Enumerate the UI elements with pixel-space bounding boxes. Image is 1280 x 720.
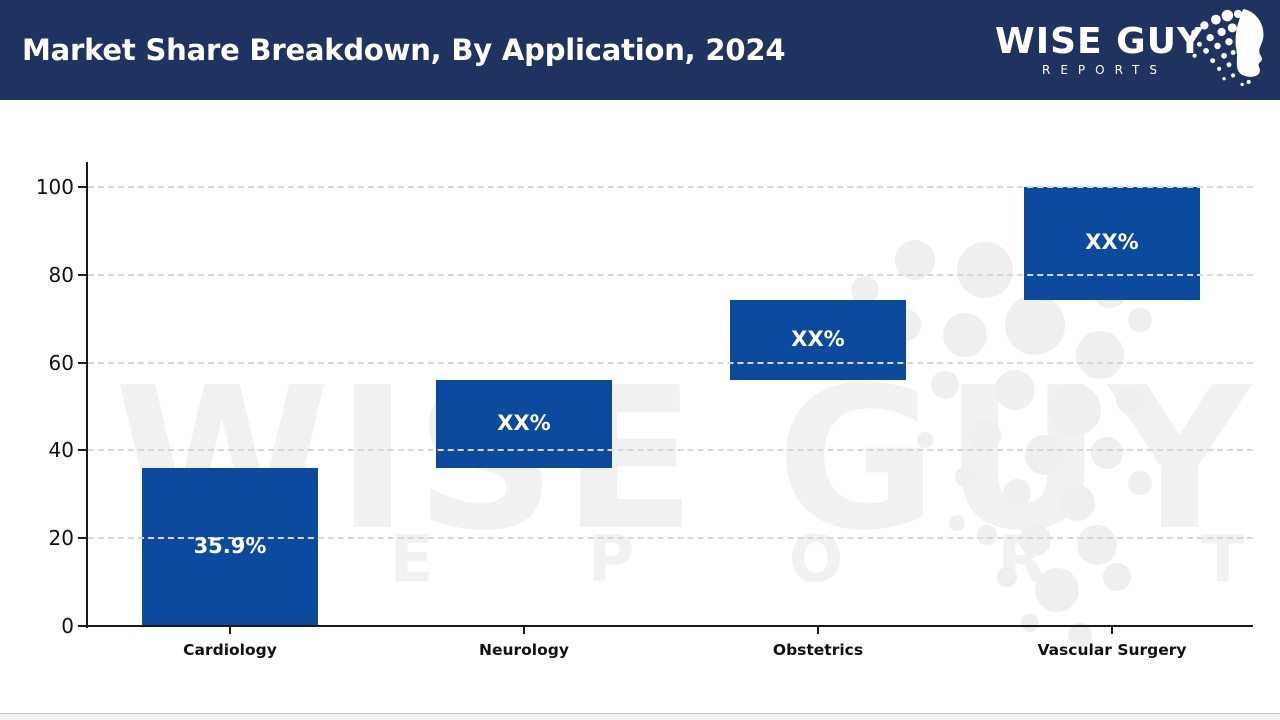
logo-wordmark: WISE GUY — [994, 20, 1204, 62]
x-tick-1 — [229, 627, 231, 634]
bottom-border — [0, 713, 1280, 720]
waterfall-bar-cardiology — [142, 468, 318, 626]
bar-value-label: XX% — [791, 326, 845, 351]
y-tick-label: 100 — [35, 175, 74, 199]
logo-text: WISE GUY REPORTS — [994, 20, 1204, 77]
x-category-label: Vascular Surgery — [1037, 641, 1187, 659]
y-tick-20 — [78, 537, 86, 540]
y-tick-100 — [78, 186, 86, 188]
y-tick-40 — [78, 449, 86, 452]
y-tick-label: 60 — [48, 350, 74, 375]
x-axis-line — [86, 625, 1253, 627]
dotted-head-profile-icon — [1191, 9, 1264, 87]
y-tick-0 — [78, 625, 86, 627]
x-tick-4 — [1111, 627, 1113, 634]
x-category-label: Neurology — [479, 641, 569, 659]
logo-subtitle: REPORTS — [1041, 62, 1167, 77]
wiseguy-logo: WISE GUY REPORTS — [995, 6, 1270, 94]
gridline-20 — [88, 537, 1253, 540]
y-tick-60 — [78, 361, 86, 364]
x-tick-3 — [817, 627, 819, 634]
x-category-label: Cardiology — [183, 641, 277, 659]
y-tick-label: 40 — [48, 438, 74, 463]
bar-value-label: 35.9% — [193, 534, 267, 559]
y-axis-line — [86, 162, 88, 628]
x-category-label: Obstetrics — [772, 641, 864, 659]
page-title: Market Share Breakdown, By Application, … — [22, 33, 786, 67]
waterfall-chart: 35.9% XX% XX% XX% 0 20 40 60 80 100 Cardiology Neur… — [0, 100, 1280, 720]
waterfall-bar-obstetrics — [730, 299, 906, 381]
y-tick-80 — [78, 273, 86, 276]
gridline-80 — [88, 273, 1253, 276]
chart-area: WISE GUY R E P O R T S — [0, 100, 1280, 720]
y-tick-label: 0 — [61, 614, 74, 638]
bar-value-label: XX% — [1085, 230, 1139, 255]
x-tick-2 — [523, 627, 525, 634]
y-tick-label: 80 — [48, 262, 74, 287]
bar-value-label: XX% — [497, 411, 551, 436]
gridline-60 — [88, 361, 1253, 364]
waterfall-bar-neurology — [436, 380, 612, 469]
gridline-40 — [88, 449, 1253, 452]
y-tick-label: 20 — [48, 526, 74, 551]
header: Market Share Breakdown, By Application, … — [0, 0, 1280, 100]
gridline-100 — [88, 186, 1253, 188]
